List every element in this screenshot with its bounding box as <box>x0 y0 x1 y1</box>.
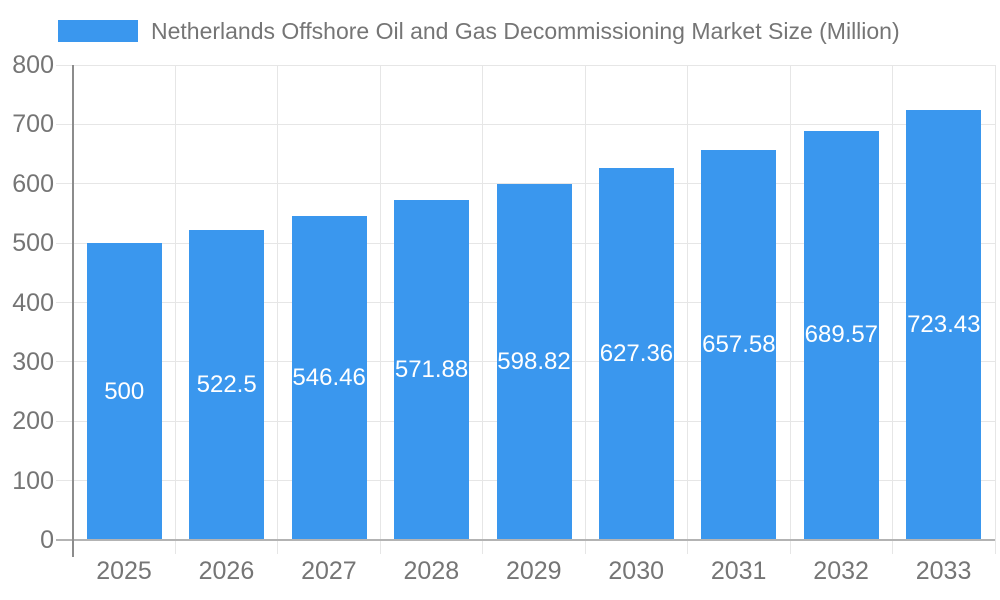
y-tick-label: 500 <box>12 229 54 258</box>
x-axis-line <box>56 539 995 541</box>
x-tick-label: 2030 <box>608 557 665 585</box>
y-gridline <box>56 183 995 185</box>
bar[interactable]: 571.88 <box>394 200 470 540</box>
x-gridline <box>687 65 689 554</box>
y-axis-line <box>72 65 74 557</box>
bar[interactable]: 598.82 <box>496 184 572 540</box>
x-tick-label: 2033 <box>915 557 972 585</box>
x-gridline <box>482 65 484 554</box>
bar[interactable]: 657.58 <box>701 149 777 540</box>
legend-label: Netherlands Offshore Oil and Gas Decommi… <box>151 18 900 44</box>
x-tick-label: 2029 <box>505 557 562 585</box>
bar-value-label: 522.5 <box>196 370 257 398</box>
y-tick-label: 400 <box>12 288 54 317</box>
x-gridline <box>584 65 586 554</box>
x-tick-label: 2032 <box>813 557 869 585</box>
x-gridline <box>892 65 894 554</box>
bar[interactable]: 723.43 <box>906 110 982 540</box>
bar[interactable]: 500 <box>86 243 162 540</box>
x-tick-label: 2028 <box>403 557 460 585</box>
y-tick-label: 600 <box>12 169 54 198</box>
legend-swatch[interactable] <box>58 20 138 42</box>
x-gridline <box>789 65 791 554</box>
x-tick-label: 2031 <box>710 557 767 585</box>
plot-area: 0 100 200 300 400 500 600 700 800 500 522.5 546.46 5… <box>12 51 996 585</box>
bar[interactable]: 689.57 <box>803 130 879 540</box>
bar-value-label: 627.36 <box>599 339 674 367</box>
x-tick-label: 2026 <box>198 557 255 585</box>
y-tick-label: 200 <box>12 407 54 436</box>
y-gridline <box>56 64 995 66</box>
bar[interactable]: 627.36 <box>598 167 674 540</box>
x-gridline <box>174 65 176 554</box>
bar-value-label: 689.57 <box>804 321 879 349</box>
y-tick-label: 700 <box>12 110 54 139</box>
x-gridline <box>277 65 279 554</box>
bar-value-label: 500 <box>104 377 145 405</box>
legend[interactable]: Netherlands Offshore Oil and Gas Decommi… <box>58 19 900 43</box>
x-gridline <box>994 65 996 554</box>
y-tick-label: 100 <box>12 466 54 495</box>
y-gridline <box>56 123 995 125</box>
bar[interactable]: 546.46 <box>291 215 367 540</box>
x-tick-label: 2025 <box>96 557 152 585</box>
x-gridline <box>379 65 381 554</box>
bar[interactable]: 522.5 <box>189 229 265 540</box>
y-tick-label: 300 <box>12 347 54 376</box>
bar-value-label: 598.82 <box>497 348 571 376</box>
y-tick-label: 800 <box>12 51 54 79</box>
y-tick-label: 0 <box>40 526 54 554</box>
bar-value-label: 546.46 <box>292 363 366 391</box>
x-tick-label: 2027 <box>301 557 357 585</box>
bar-value-label: 571.88 <box>394 356 469 384</box>
bar-value-label: 723.43 <box>907 311 981 339</box>
bar-value-label: 657.58 <box>702 330 776 358</box>
